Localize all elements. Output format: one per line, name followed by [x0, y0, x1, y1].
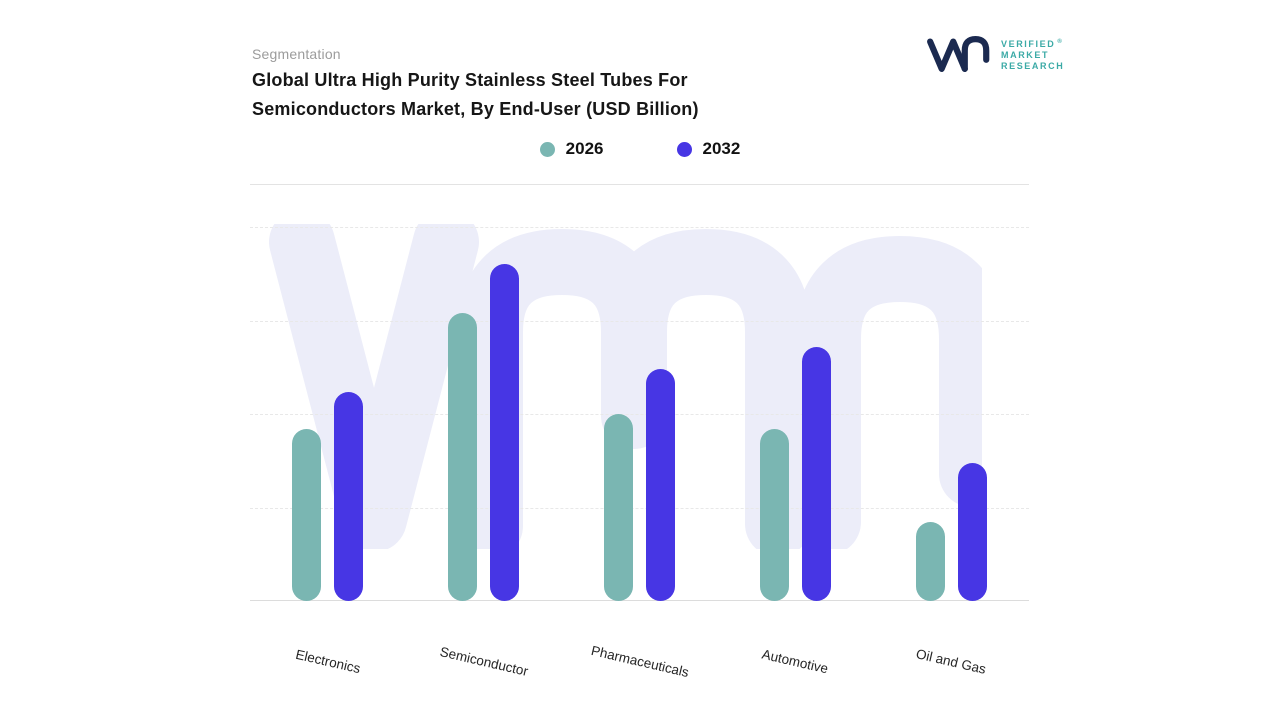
chart-title-line-2: Semiconductors Market, By End-User (USD … [252, 99, 699, 119]
legend-label: 2026 [565, 139, 604, 158]
logo-word-verified: VERIFIED [1001, 39, 1056, 49]
x-label-oil-and-gas: Oil and Gas [914, 646, 988, 677]
legend-swatch-icon [676, 141, 692, 157]
bar-2026-pharmaceuticals [604, 414, 633, 601]
x-label-semiconductor: Semiconductor [438, 644, 530, 679]
bar-2026-semiconductor [448, 313, 477, 601]
legend: 2026 2032 [250, 136, 1030, 162]
logo-line-research: RESEARCH [1001, 61, 1065, 71]
x-axis-labels: Electronics Semiconductor Pharmaceuticals A… [250, 643, 1029, 705]
bar-2032-automotive [802, 347, 831, 601]
chart-eyebrow: Segmentation [252, 46, 341, 62]
logo-line-market: MARKET [1001, 50, 1050, 60]
x-label-pharmaceuticals: Pharmaceuticals [589, 642, 691, 681]
vmr-logo-text: VERIFIED ® MARKET RESEARCH [1001, 37, 1064, 72]
bar-2032-oil-and-gas [958, 463, 987, 601]
x-label-electronics: Electronics [294, 646, 362, 677]
gridline [250, 320, 1029, 322]
plot-area [250, 227, 1029, 601]
registered-mark-icon: ® [1057, 39, 1064, 45]
gridline [250, 414, 1029, 415]
gridline [250, 507, 1029, 509]
legend-item-2026: 2026 [539, 139, 604, 159]
bar-2026-oil-and-gas [916, 522, 945, 601]
bar-2026-electronics [292, 429, 321, 601]
legend-swatch-icon [539, 141, 555, 157]
header-divider [250, 184, 1029, 185]
bar-2026-automotive [760, 429, 789, 601]
chart-title-line-1: Global Ultra High Purity Stainless Steel… [252, 70, 688, 90]
legend-label: 2032 [702, 139, 741, 158]
logo-line-verified: VERIFIED ® [1001, 37, 1064, 50]
chart-title: Global Ultra High Purity Stainless Steel… [252, 66, 699, 124]
vmr-logo-icon [927, 36, 990, 72]
legend-item-2032: 2032 [676, 139, 741, 159]
x-label-automotive: Automotive [760, 646, 830, 677]
bar-2032-electronics [334, 392, 363, 601]
vmr-logo: VERIFIED ® MARKET RESEARCH [926, 32, 1064, 76]
bar-2032-semiconductor [490, 264, 519, 601]
bar-2032-pharmaceuticals [646, 369, 675, 601]
gridline [250, 227, 1029, 228]
x-axis-line [250, 600, 1029, 601]
